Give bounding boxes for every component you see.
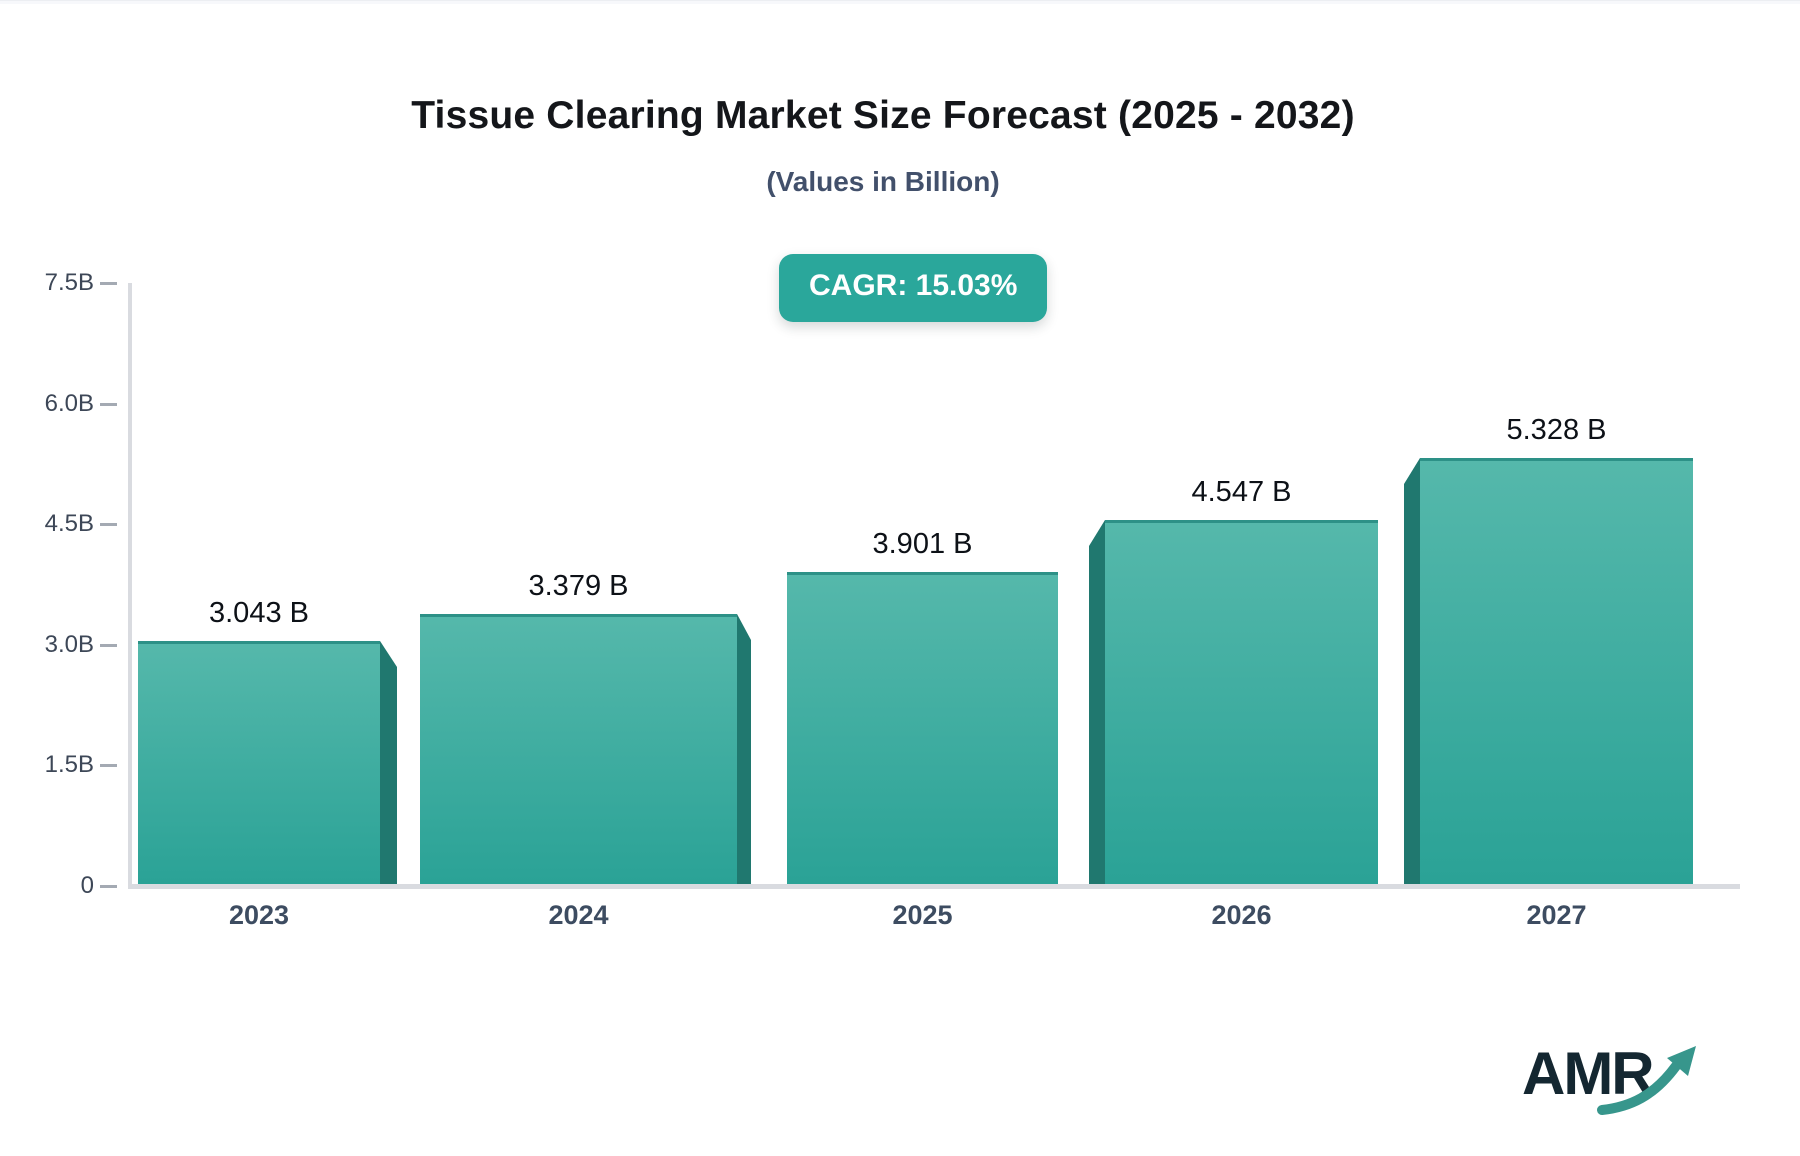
bar-3d-side-2023 [380, 641, 397, 886]
y-tick-mark [100, 643, 117, 647]
bar-value-label: 3.379 B [528, 570, 629, 602]
y-tick-mark [100, 523, 117, 527]
bar-3d-side-2026 [1089, 520, 1105, 886]
growth-arrow-icon [1597, 1061, 1681, 1115]
y-tick-label: 0 [80, 872, 94, 899]
growth-arrow-head-icon [1667, 1046, 1696, 1076]
y-tick-label: 7.5B [44, 269, 94, 296]
y-tick-label: 1.5B [44, 751, 94, 779]
chart-subtitle: (Values in Billion) [766, 166, 1000, 197]
y-tick-label: 3.0B [44, 630, 94, 658]
x-axis-label: 2023 [228, 900, 290, 930]
x-axis-label: 2024 [548, 900, 609, 930]
bar-2026 [1105, 520, 1378, 886]
y-tick-mark [100, 402, 117, 406]
bar-value-label: 3.901 B [872, 528, 973, 560]
bar-3d-side-2027 [1404, 458, 1420, 886]
cagr-badge: CAGR: 15.03% [779, 254, 1048, 322]
y-tick-mark [100, 282, 117, 285]
x-axis-label: 2026 [1211, 900, 1272, 930]
x-axis-label: 2027 [1526, 900, 1587, 930]
amr-logo-text: AMR [1522, 1040, 1654, 1107]
bar-value-label: 3.043 B [209, 597, 309, 629]
page-top-edge [0, 0, 1800, 4]
y-tick-mark [100, 764, 117, 768]
bar-value-label: 5.328 B [1506, 414, 1607, 446]
bar-value-label: 4.547 B [1191, 476, 1292, 508]
bar-3d-side-2024 [737, 614, 751, 886]
y-axis-line [128, 283, 132, 886]
y-tick-label: 6.0B [44, 389, 94, 417]
amr-logo: AMR [1522, 1040, 1696, 1115]
bar-2027 [1420, 458, 1693, 886]
x-axis-label: 2025 [892, 900, 953, 930]
x-axis-baseline [128, 884, 1740, 889]
chart-title: Tissue Clearing Market Size Forecast (20… [411, 94, 1355, 137]
bar-2024 [420, 614, 737, 886]
y-tick-mark [100, 885, 117, 888]
y-tick-label: 4.5B [44, 510, 94, 538]
bar-2023 [138, 641, 380, 886]
bar-2025 [787, 572, 1058, 886]
